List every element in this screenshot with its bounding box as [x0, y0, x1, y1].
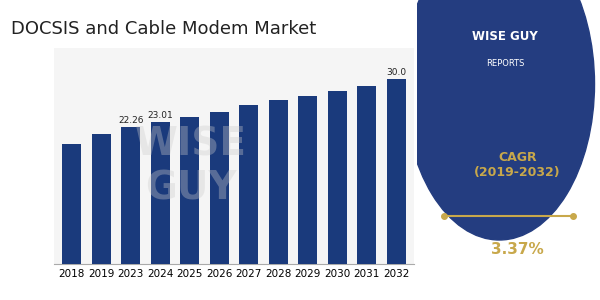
- Bar: [298, 96, 317, 264]
- Bar: [387, 79, 406, 264]
- Bar: [357, 85, 376, 264]
- Bar: [121, 127, 140, 264]
- Text: REPORTS: REPORTS: [485, 58, 524, 68]
- Text: 3.37%: 3.37%: [491, 242, 544, 256]
- Text: 22.26: 22.26: [118, 116, 143, 125]
- Text: DOCSIS and Cable Modem Market: DOCSIS and Cable Modem Market: [11, 20, 316, 38]
- Bar: [328, 91, 347, 264]
- Text: WISE
GUY: WISE GUY: [135, 126, 247, 208]
- Text: 30.0: 30.0: [386, 68, 406, 77]
- Circle shape: [404, 0, 595, 240]
- Bar: [209, 112, 229, 264]
- Bar: [62, 144, 81, 264]
- Bar: [151, 122, 170, 264]
- Bar: [239, 105, 259, 264]
- Bar: [269, 100, 288, 264]
- Text: CAGR
(2019-2032): CAGR (2019-2032): [475, 151, 561, 179]
- Bar: [180, 117, 199, 264]
- Bar: [92, 134, 111, 264]
- Text: WISE GUY: WISE GUY: [472, 29, 538, 43]
- Text: 23.01: 23.01: [148, 111, 173, 120]
